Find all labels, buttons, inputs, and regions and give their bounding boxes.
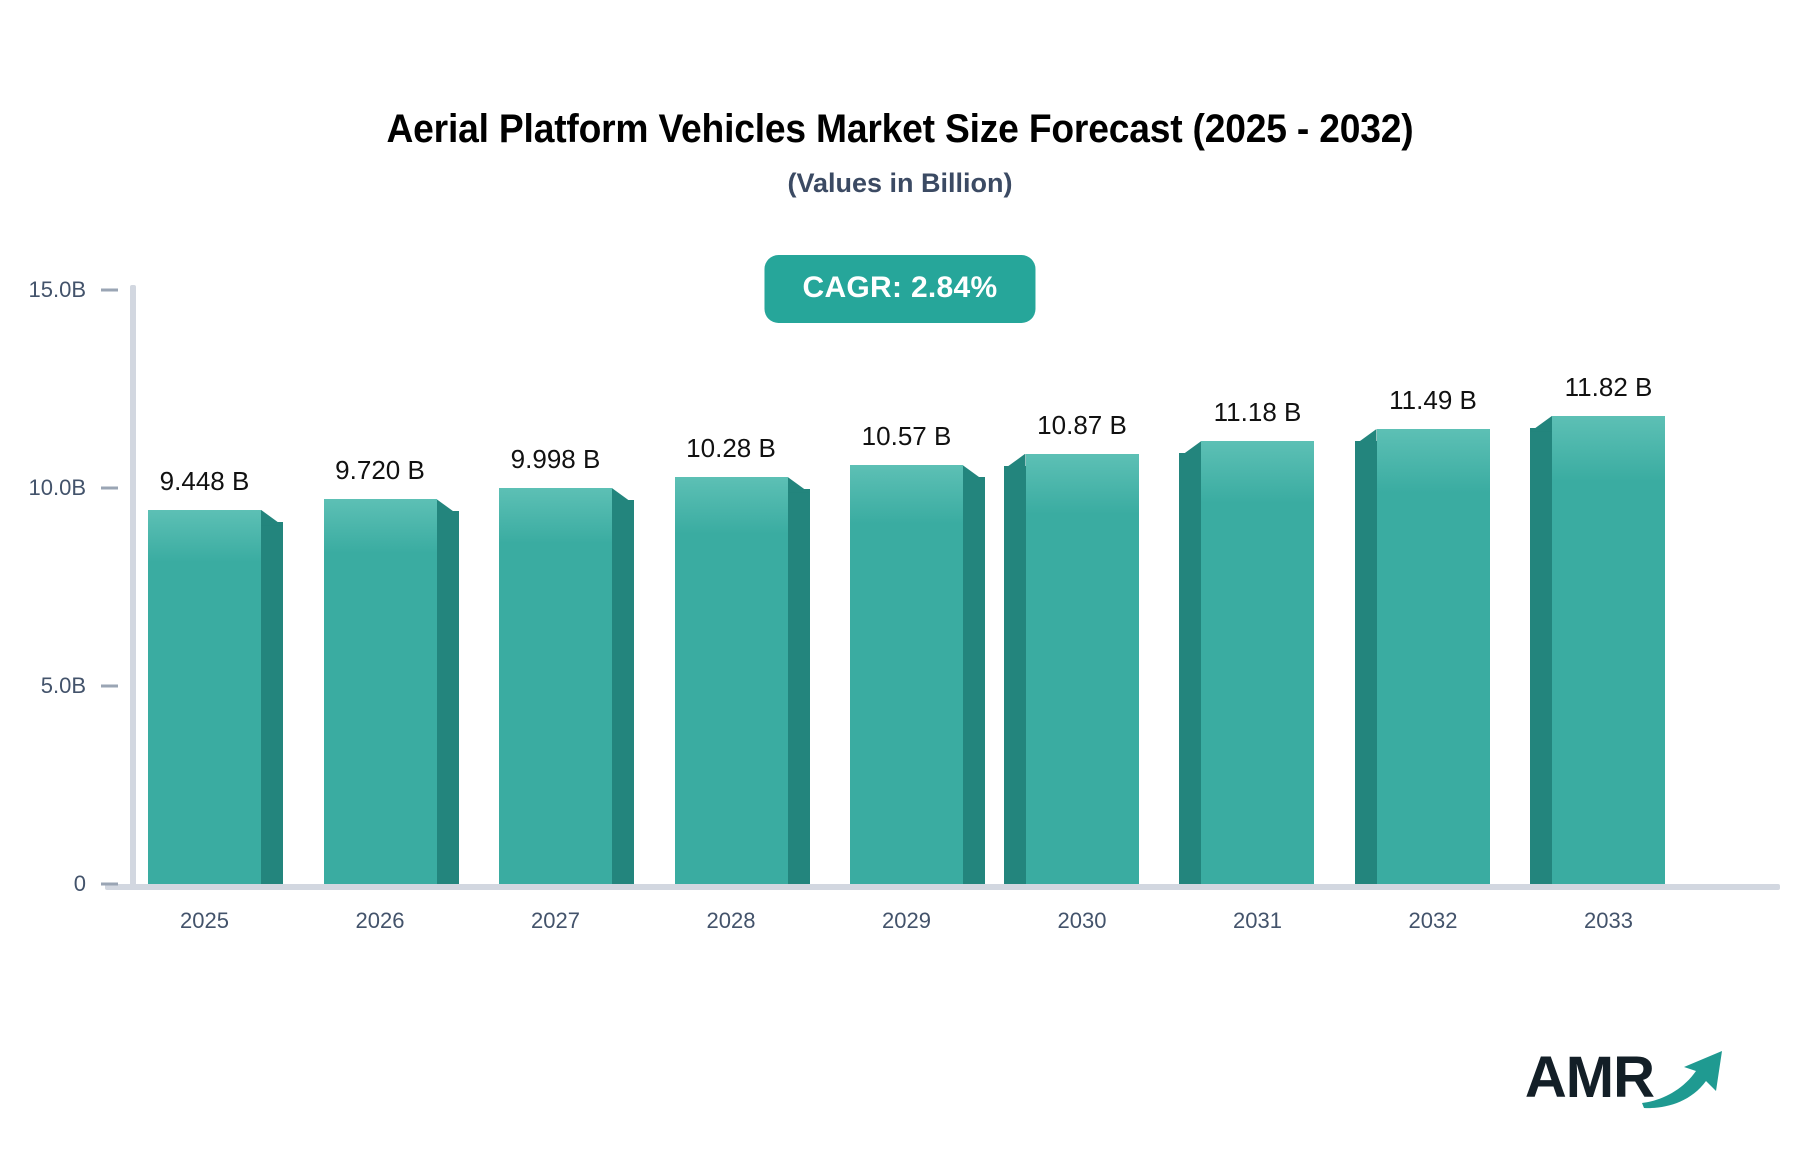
- bar-value-label: 10.28 B: [686, 432, 776, 463]
- x-axis-tick-label: 2026: [355, 908, 405, 933]
- y-axis-ticks: 0 5.0B 10.0B 15.0B: [0, 0, 87, 1156]
- bar-2032[interactable]: [1354, 428, 1490, 884]
- bar-2030[interactable]: [1003, 453, 1139, 884]
- bar-value-label: 9.998 B: [510, 444, 601, 475]
- y-axis-tick-mark: [101, 684, 118, 688]
- bar-side-face: [1354, 440, 1377, 884]
- bar-2028[interactable]: [674, 476, 810, 884]
- bar-front-face: [1025, 453, 1139, 884]
- amr-wordmark: AMR: [1524, 1045, 1655, 1110]
- bar-2027[interactable]: [499, 488, 634, 884]
- x-axis-tick-label: 2028: [706, 908, 756, 933]
- bar-top-bevel: [1179, 441, 1201, 458]
- x-axis-tick-label: 2025: [180, 908, 229, 933]
- chart-header: Aerial Platform Vehicles Market Size For…: [0, 0, 1800, 199]
- growth-arrow-icon: [1638, 1045, 1728, 1114]
- bar-side-face: [1530, 427, 1552, 884]
- bar-value-label: 10.87 B: [1037, 409, 1127, 440]
- chart-subtitle: (Values in Billion): [787, 168, 1013, 198]
- y-axis-tick-label: 15.0B: [28, 277, 87, 302]
- bar-front-face: [499, 488, 612, 884]
- bar-value-label: 11.82 B: [1564, 371, 1653, 402]
- y-axis-line: [130, 285, 136, 887]
- bar-2029[interactable]: [850, 465, 985, 884]
- cagr-badge: CAGR: 2.84%: [764, 255, 1036, 323]
- bar-value-label: 9.448 B: [159, 465, 250, 496]
- bar-top-bevel: [1354, 428, 1377, 445]
- x-axis-tick-label: 2027: [531, 908, 580, 933]
- bar-2025[interactable]: [148, 509, 283, 884]
- bar-front-face: [1552, 415, 1665, 884]
- bar-2033[interactable]: [1530, 415, 1665, 884]
- y-axis-tick-label: 0: [73, 871, 86, 896]
- y-axis-tick-mark: [101, 288, 118, 292]
- bar-front-face: [850, 465, 963, 884]
- bar-side-face: [436, 511, 459, 884]
- x-axis-tick-label: 2029: [882, 908, 931, 933]
- bar-side-face: [1003, 465, 1026, 884]
- bar-top-bevel: [1530, 415, 1552, 432]
- bar-side-face: [787, 488, 810, 884]
- bar-front-face: [1201, 441, 1314, 884]
- bar-side-face: [1179, 453, 1201, 884]
- y-axis-tick-mark: [101, 882, 118, 886]
- x-axis-tick-label: 2032: [1408, 908, 1458, 933]
- bar-front-face: [674, 476, 788, 884]
- amr-logo: AMR: [1525, 1041, 1728, 1114]
- bar-front-face: [148, 509, 261, 884]
- bar-side-face: [261, 521, 283, 884]
- x-axis-tick-label: 2030: [1057, 908, 1107, 933]
- page-title: Aerial Platform Vehicles Market Size For…: [386, 107, 1414, 151]
- bar-front-face: [323, 499, 437, 884]
- y-axis-tick-mark: [101, 486, 118, 490]
- bar-front-face: [1376, 428, 1490, 884]
- bar-2031[interactable]: [1179, 441, 1314, 884]
- bar-value-label: 10.57 B: [861, 421, 952, 452]
- x-axis-tick-label: 2033: [1584, 908, 1633, 933]
- bar-value-label: 11.18 B: [1213, 397, 1302, 428]
- bar-value-label: 11.49 B: [1389, 384, 1477, 415]
- x-axis-tick-label: 2031: [1233, 908, 1282, 933]
- bar-value-label: 9.720 B: [335, 455, 425, 486]
- bar-side-face: [612, 500, 634, 884]
- y-axis-tick-label: 5.0B: [40, 673, 86, 698]
- bar-2026[interactable]: [323, 499, 459, 884]
- x-axis-line: [105, 884, 1780, 890]
- y-axis-tick-label: 10.0B: [28, 475, 87, 500]
- bar-side-face: [963, 477, 985, 884]
